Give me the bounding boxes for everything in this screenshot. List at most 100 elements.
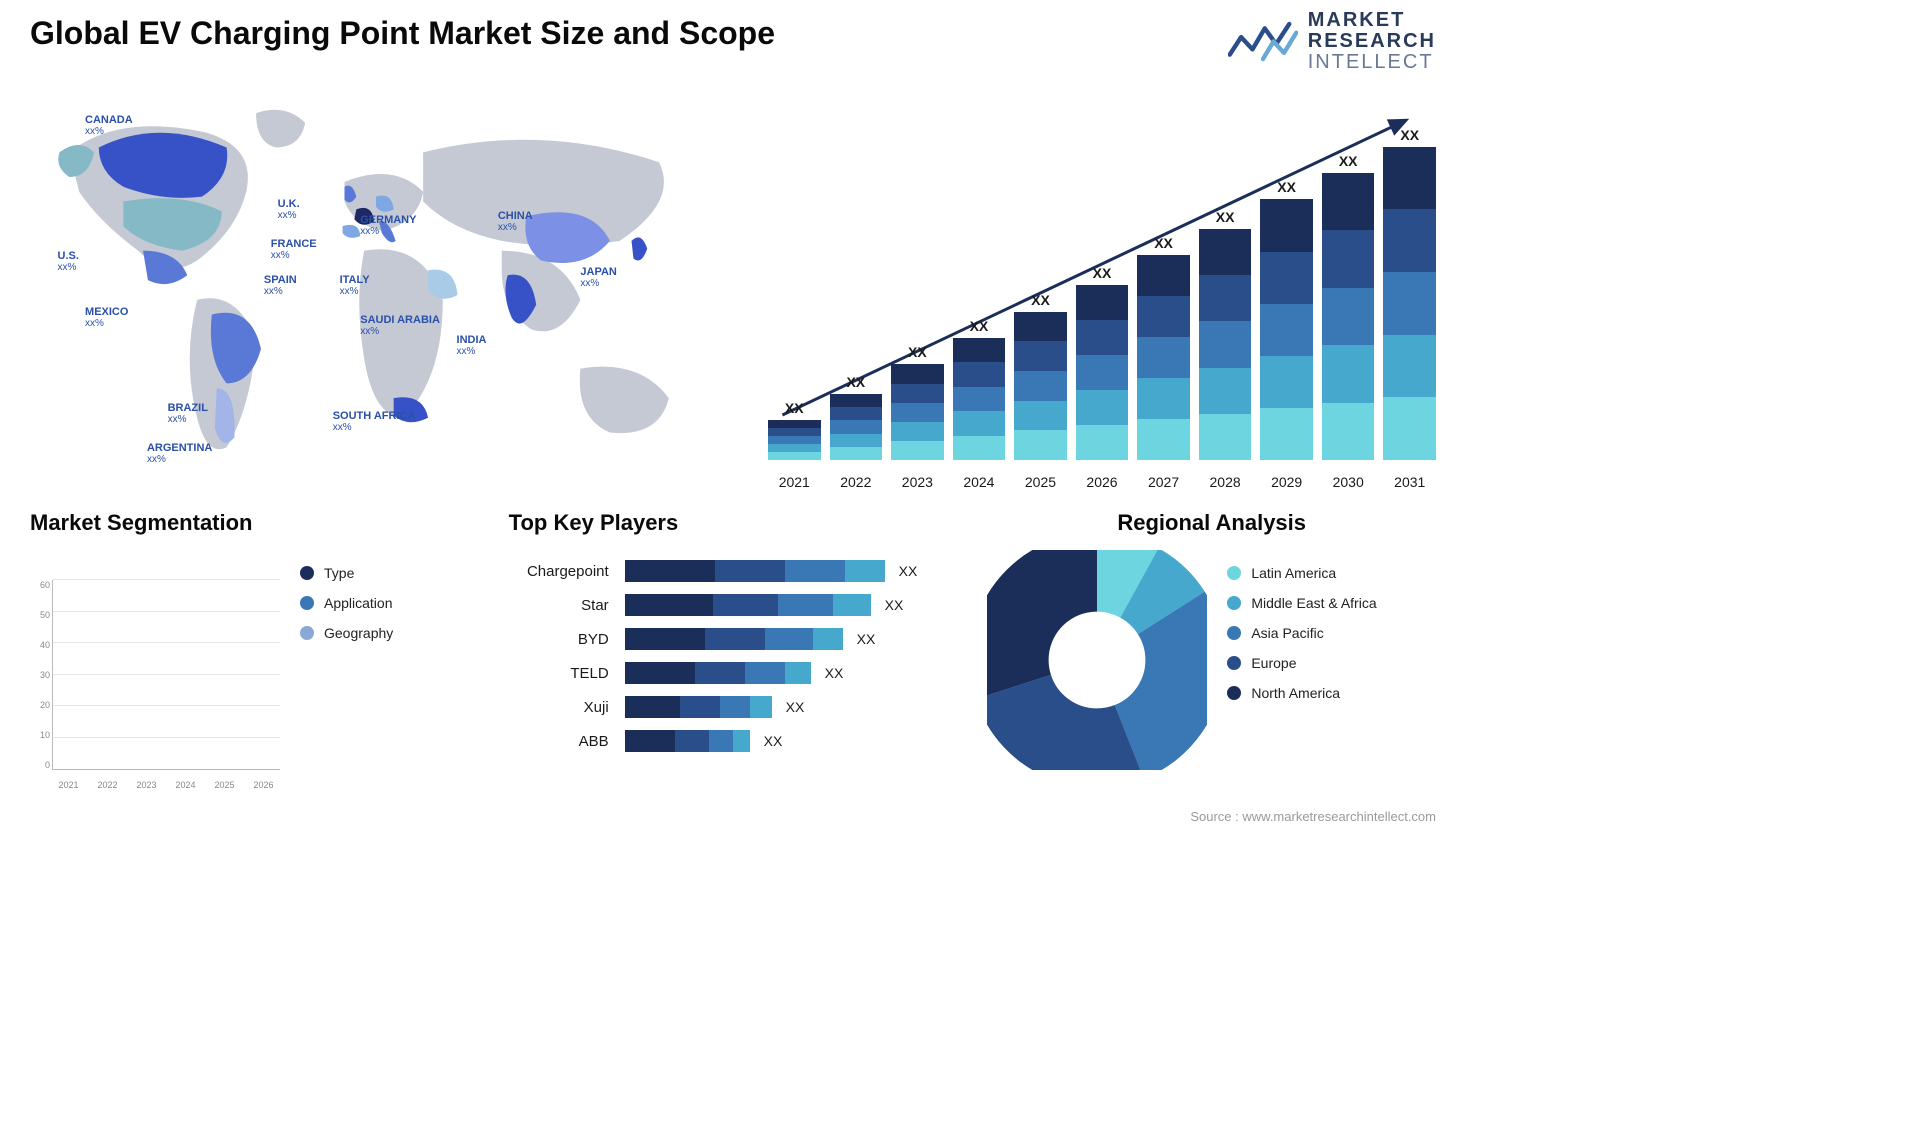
growth-year-label: 2031 bbox=[1383, 474, 1436, 490]
key-player-value: XX bbox=[899, 563, 918, 579]
logo-text-1: MARKET bbox=[1308, 10, 1436, 31]
key-player-name: Star bbox=[509, 597, 619, 614]
segmentation-title: Market Segmentation bbox=[30, 510, 479, 536]
key-player-value: XX bbox=[885, 597, 904, 613]
seg-ytick: 0 bbox=[30, 760, 50, 770]
key-player-bar bbox=[625, 696, 772, 718]
seg-year-label: 2023 bbox=[130, 780, 163, 790]
logo-text-3: INTELLECT bbox=[1308, 52, 1436, 73]
segmentation-panel: Market Segmentation 0102030405060 202120… bbox=[30, 510, 479, 790]
key-player-name: Xuji bbox=[509, 699, 619, 716]
segmentation-legend: Type Application Geography bbox=[300, 565, 393, 655]
legend-item: North America bbox=[1227, 685, 1376, 701]
key-player-row: TELD XX bbox=[509, 662, 958, 684]
map-country-label: SAUDI ARABIAxx% bbox=[360, 314, 440, 337]
regional-panel: Regional Analysis Latin America Middle Ea… bbox=[987, 510, 1436, 790]
growth-bar: XX bbox=[1076, 265, 1129, 460]
logo-text-2: RESEARCH bbox=[1308, 31, 1436, 52]
regional-donut-chart bbox=[987, 550, 1207, 770]
growth-year-label: 2026 bbox=[1076, 474, 1129, 490]
seg-year-label: 2026 bbox=[247, 780, 280, 790]
key-players-title: Top Key Players bbox=[509, 510, 958, 536]
growth-year-label: 2027 bbox=[1137, 474, 1190, 490]
seg-ytick: 10 bbox=[30, 730, 50, 740]
key-player-value: XX bbox=[857, 631, 876, 647]
growth-year-label: 2025 bbox=[1014, 474, 1067, 490]
key-player-name: Chargepoint bbox=[509, 563, 619, 580]
seg-year-label: 2022 bbox=[91, 780, 124, 790]
seg-ytick: 40 bbox=[30, 640, 50, 650]
growth-bar: XX bbox=[1014, 292, 1067, 461]
regional-legend: Latin America Middle East & Africa Asia Pa… bbox=[1227, 565, 1376, 715]
growth-bar: XX bbox=[768, 400, 821, 460]
seg-ytick: 20 bbox=[30, 700, 50, 710]
key-player-bar bbox=[625, 628, 843, 650]
growth-bar-value: XX bbox=[908, 344, 927, 360]
brand-logo: MARKET RESEARCH INTELLECT bbox=[1228, 10, 1436, 73]
source-footer: Source : www.marketresearchintellect.com bbox=[1190, 809, 1436, 824]
world-map-panel: CANADAxx%U.S.xx%MEXICOxx%BRAZILxx%ARGENT… bbox=[30, 90, 718, 490]
map-country-label: U.K.xx% bbox=[278, 198, 300, 221]
legend-item: Type bbox=[300, 565, 393, 581]
growth-bar-value: XX bbox=[1154, 235, 1173, 251]
map-country-label: SPAINxx% bbox=[264, 274, 297, 297]
key-player-value: XX bbox=[764, 733, 783, 749]
legend-item: Latin America bbox=[1227, 565, 1376, 581]
legend-item: Application bbox=[300, 595, 393, 611]
growth-year-label: 2029 bbox=[1260, 474, 1313, 490]
key-player-name: TELD bbox=[509, 665, 619, 682]
growth-year-label: 2030 bbox=[1322, 474, 1375, 490]
growth-year-label: 2021 bbox=[768, 474, 821, 490]
legend-item: Asia Pacific bbox=[1227, 625, 1376, 641]
growth-year-label: 2028 bbox=[1199, 474, 1252, 490]
growth-bar-value: XX bbox=[1339, 153, 1358, 169]
key-player-value: XX bbox=[786, 699, 805, 715]
key-player-name: BYD bbox=[509, 631, 619, 648]
growth-bar: XX bbox=[953, 318, 1006, 460]
growth-bar: XX bbox=[1383, 127, 1436, 461]
segmentation-chart: 0102030405060 202120222023202420252026 bbox=[30, 580, 280, 790]
legend-item: Geography bbox=[300, 625, 393, 641]
map-country-label: FRANCExx% bbox=[271, 238, 317, 261]
map-country-label: INDIAxx% bbox=[457, 334, 487, 357]
key-player-row: Star XX bbox=[509, 594, 958, 616]
growth-bar: XX bbox=[1137, 235, 1190, 460]
growth-bar-value: XX bbox=[1277, 179, 1296, 195]
growth-chart-panel: XXXXXXXXXXXXXXXXXXXXXX 20212022202320242… bbox=[748, 90, 1436, 490]
growth-bar: XX bbox=[830, 374, 883, 460]
growth-bar: XX bbox=[1322, 153, 1375, 460]
key-player-bar bbox=[625, 730, 750, 752]
growth-bar-value: XX bbox=[846, 374, 865, 390]
growth-year-label: 2022 bbox=[830, 474, 883, 490]
key-players-panel: Top Key Players Chargepoint XX Star XX BYD XX… bbox=[509, 510, 958, 790]
regional-title: Regional Analysis bbox=[987, 510, 1436, 536]
legend-item: Europe bbox=[1227, 655, 1376, 671]
seg-year-label: 2025 bbox=[208, 780, 241, 790]
growth-bar-value: XX bbox=[1031, 292, 1050, 308]
seg-ytick: 60 bbox=[30, 580, 50, 590]
key-player-bar bbox=[625, 594, 871, 616]
growth-bar-value: XX bbox=[1216, 209, 1235, 225]
growth-bar: XX bbox=[1199, 209, 1252, 460]
map-country-label: MEXICOxx% bbox=[85, 306, 128, 329]
map-country-label: U.S.xx% bbox=[58, 250, 79, 273]
growth-bar-value: XX bbox=[785, 400, 804, 416]
key-player-row: Xuji XX bbox=[509, 696, 958, 718]
growth-bar-value: XX bbox=[970, 318, 989, 334]
map-country-label: SOUTH AFRICAxx% bbox=[333, 410, 416, 433]
growth-bar-value: XX bbox=[1093, 265, 1112, 281]
growth-bar: XX bbox=[891, 344, 944, 460]
map-country-label: ITALYxx% bbox=[340, 274, 370, 297]
seg-year-label: 2024 bbox=[169, 780, 202, 790]
map-country-label: CHINAxx% bbox=[498, 210, 533, 233]
key-player-name: ABB bbox=[509, 733, 619, 750]
key-player-row: Chargepoint XX bbox=[509, 560, 958, 582]
key-player-row: BYD XX bbox=[509, 628, 958, 650]
legend-item: Middle East & Africa bbox=[1227, 595, 1376, 611]
logo-mark-icon bbox=[1228, 19, 1298, 64]
growth-year-label: 2024 bbox=[953, 474, 1006, 490]
growth-bar-value: XX bbox=[1400, 127, 1419, 143]
key-player-value: XX bbox=[825, 665, 844, 681]
seg-ytick: 50 bbox=[30, 610, 50, 620]
key-player-bar bbox=[625, 560, 885, 582]
